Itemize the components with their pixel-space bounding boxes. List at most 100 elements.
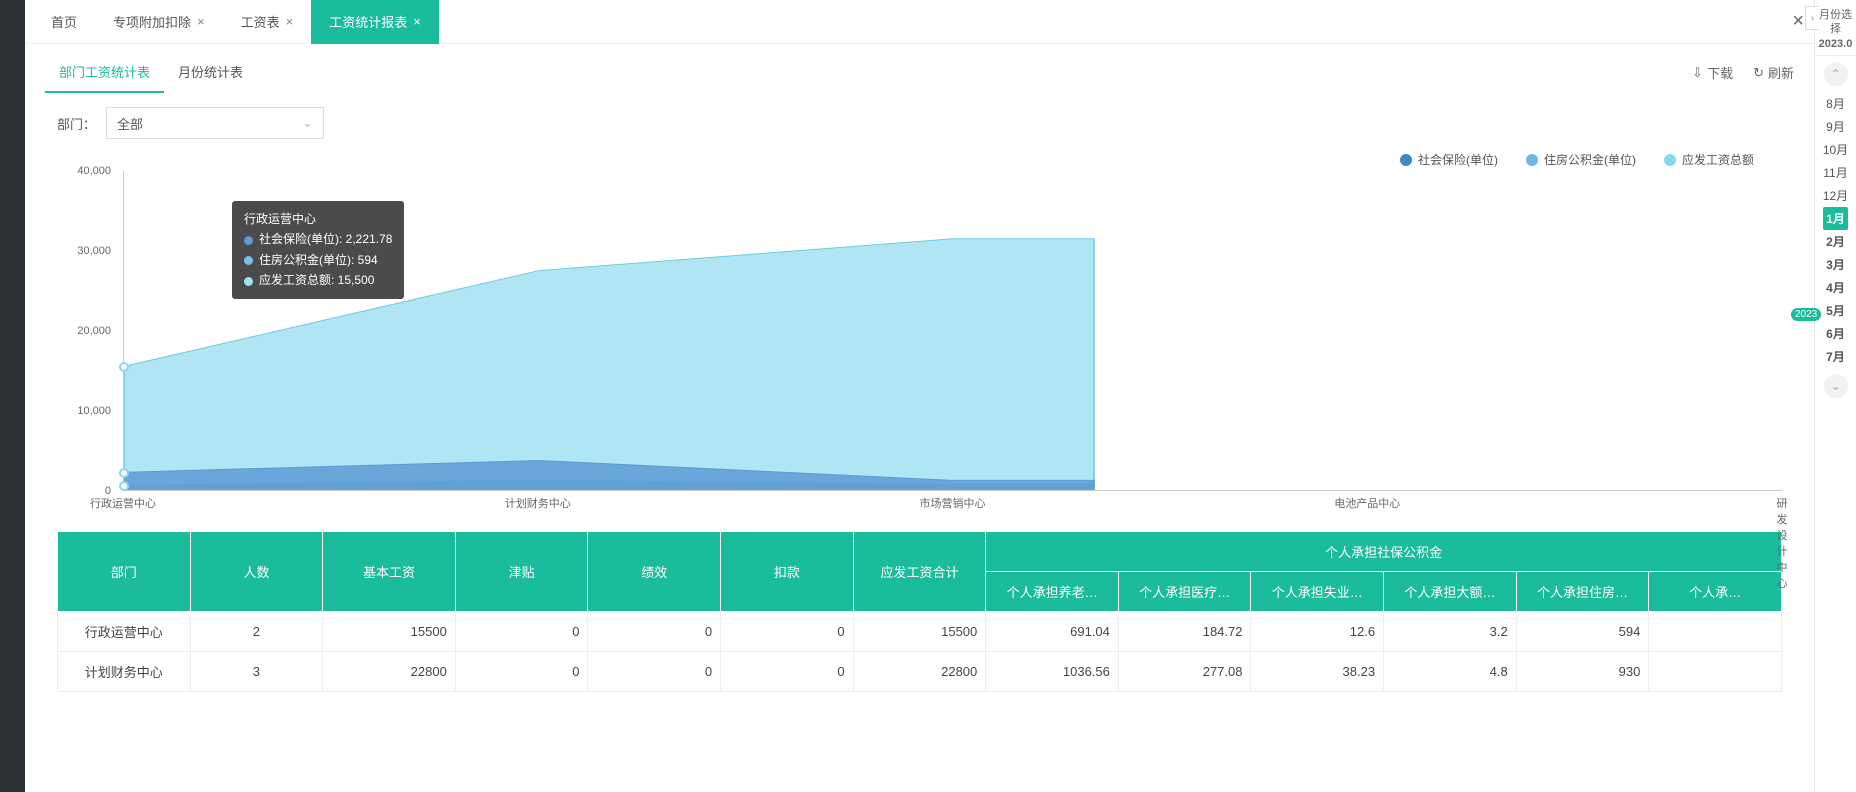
month-picker-title: 月份选择 bbox=[1817, 8, 1854, 37]
table-cell: 0 bbox=[588, 652, 721, 692]
panel-collapse-icon[interactable]: › bbox=[1805, 6, 1819, 30]
month-option[interactable]: 3月 bbox=[1823, 253, 1848, 276]
table-header: 津贴 bbox=[455, 532, 588, 612]
legend-item[interactable]: 应发工资总额 bbox=[1664, 151, 1754, 168]
table-header: 个人承担失业… bbox=[1251, 572, 1384, 612]
dept-select-value: 全部 bbox=[117, 114, 143, 133]
close-all-icon[interactable]: × bbox=[1792, 10, 1804, 33]
table-cell: 0 bbox=[455, 612, 588, 652]
x-axis-label: 计划财务中心 bbox=[505, 495, 571, 511]
tooltip-row: 应发工资总额: 15,500 bbox=[244, 270, 392, 290]
table-cell: 15500 bbox=[323, 612, 456, 652]
table-header: 应发工资合计 bbox=[853, 532, 986, 612]
table-header: 基本工资 bbox=[323, 532, 456, 612]
table-header: 绩效 bbox=[588, 532, 721, 612]
tooltip-row: 社会保险(单位): 2,221.78 bbox=[244, 229, 392, 249]
month-option[interactable]: 8月 bbox=[1823, 92, 1848, 115]
top-tab[interactable]: 工资表 bbox=[223, 0, 312, 44]
table-group-header: 个人承担社保公积金 bbox=[986, 532, 1782, 572]
dept-select[interactable]: 全部 ⌄ bbox=[106, 107, 324, 139]
table-cell: 38.23 bbox=[1251, 652, 1384, 692]
table-cell: 1036.56 bbox=[986, 652, 1119, 692]
y-axis-label: 30,000 bbox=[77, 245, 111, 257]
month-option[interactable]: 1月 bbox=[1823, 207, 1848, 230]
table-cell: 930 bbox=[1516, 652, 1649, 692]
chart-legend: 社会保险(单位) 住房公积金(单位) 应发工资总额 bbox=[1400, 151, 1754, 168]
table-cell: 3 bbox=[190, 652, 323, 692]
x-axis-label: 研发设计中心 bbox=[1777, 495, 1788, 591]
table-header: 个人承担住房… bbox=[1516, 572, 1649, 612]
tooltip-row: 住房公积金(单位): 594 bbox=[244, 250, 392, 270]
table-cell: 691.04 bbox=[986, 612, 1119, 652]
month-option[interactable]: 12月 bbox=[1823, 184, 1848, 207]
table-cell: 15500 bbox=[853, 612, 986, 652]
x-axis-label: 行政运营中心 bbox=[90, 495, 156, 511]
table-cell: 2 bbox=[190, 612, 323, 652]
month-scroll-up-icon[interactable]: ⌃ bbox=[1824, 62, 1848, 86]
chart-point-marker bbox=[119, 468, 129, 478]
month-option[interactable]: 4月 bbox=[1823, 276, 1848, 299]
table-header: 人数 bbox=[190, 532, 323, 612]
table-header: 个人承… bbox=[1649, 572, 1782, 612]
chevron-down-icon: ⌄ bbox=[302, 115, 313, 131]
table-header: 个人承担大额… bbox=[1384, 572, 1517, 612]
table-header: 扣款 bbox=[721, 532, 854, 612]
top-tab[interactable]: 专项附加扣除 bbox=[95, 0, 223, 44]
legend-label: 应发工资总额 bbox=[1682, 151, 1754, 168]
top-tab[interactable]: 首页 bbox=[33, 0, 95, 44]
x-axis-label: 市场营销中心 bbox=[920, 495, 986, 511]
table-row[interactable]: 行政运营中心21550000015500691.04184.7212.63.25… bbox=[58, 612, 1782, 652]
table-cell: 0 bbox=[721, 612, 854, 652]
y-axis-label: 10,000 bbox=[77, 405, 111, 417]
table-cell: 行政运营中心 bbox=[58, 612, 191, 652]
legend-item[interactable]: 住房公积金(单位) bbox=[1526, 151, 1636, 168]
month-picker-panel: › 月份选择 2023.0 ⌃ 8月9月10月11月12月1月2月3月4月5月6… bbox=[1814, 0, 1856, 792]
legend-item[interactable]: 社会保险(单位) bbox=[1400, 151, 1498, 168]
download-icon: ⇩ bbox=[1692, 65, 1703, 81]
subtab-bar: 部门工资统计表月份统计表 bbox=[45, 52, 257, 93]
top-tabbar: 首页专项附加扣除工资表工资统计报表 × bbox=[25, 0, 1814, 44]
month-option[interactable]: 6月 bbox=[1823, 322, 1848, 345]
left-nav-collapsed bbox=[0, 0, 25, 792]
table-header: 个人承担医疗… bbox=[1118, 572, 1251, 612]
download-label: 下载 bbox=[1707, 63, 1733, 82]
table-cell bbox=[1649, 612, 1782, 652]
month-option[interactable]: 5月 bbox=[1823, 299, 1848, 322]
tooltip-title: 行政运营中心 bbox=[244, 209, 392, 229]
salary-table: 部门人数基本工资津贴绩效扣款应发工资合计个人承担社保公积金个人承担养老…个人承担… bbox=[25, 531, 1814, 692]
table-row[interactable]: 计划财务中心322800000228001036.56277.0838.234.… bbox=[58, 652, 1782, 692]
table-cell: 计划财务中心 bbox=[58, 652, 191, 692]
dept-filter-label: 部门： bbox=[57, 114, 96, 133]
month-option[interactable]: 7月 bbox=[1823, 345, 1848, 368]
chart-tooltip: 行政运营中心社会保险(单位): 2,221.78住房公积金(单位): 594应发… bbox=[232, 201, 404, 299]
month-option[interactable]: 2月 bbox=[1823, 230, 1848, 253]
legend-dot-icon bbox=[1400, 154, 1412, 166]
month-option[interactable]: 9月 bbox=[1823, 115, 1848, 138]
x-axis-label: 电池产品中心 bbox=[1334, 495, 1400, 511]
year-badge: 2023 bbox=[1791, 308, 1821, 321]
month-scroll-down-icon[interactable]: ⌄ bbox=[1824, 374, 1848, 398]
table-cell: 4.8 bbox=[1384, 652, 1517, 692]
legend-dot-icon bbox=[1526, 154, 1538, 166]
legend-dot-icon bbox=[1664, 154, 1676, 166]
y-axis-label: 40,000 bbox=[77, 165, 111, 177]
salary-area-chart[interactable]: 010,00020,00030,00040,000 行政运营中心社会保险(单位)… bbox=[57, 171, 1782, 511]
chart-point-marker bbox=[119, 362, 129, 372]
download-button[interactable]: ⇩ 下载 bbox=[1692, 63, 1733, 82]
table-cell: 22800 bbox=[323, 652, 456, 692]
refresh-button[interactable]: ↻ 刷新 bbox=[1753, 63, 1794, 82]
table-cell: 0 bbox=[588, 612, 721, 652]
table-cell: 184.72 bbox=[1118, 612, 1251, 652]
subtab[interactable]: 月份统计表 bbox=[164, 52, 257, 93]
legend-label: 社会保险(单位) bbox=[1418, 151, 1498, 168]
refresh-label: 刷新 bbox=[1768, 63, 1794, 82]
legend-label: 住房公积金(单位) bbox=[1544, 151, 1636, 168]
month-option[interactable]: 10月 bbox=[1823, 138, 1848, 161]
table-cell: 3.2 bbox=[1384, 612, 1517, 652]
table-header: 个人承担养老… bbox=[986, 572, 1119, 612]
top-tab[interactable]: 工资统计报表 bbox=[311, 0, 439, 44]
table-cell: 277.08 bbox=[1118, 652, 1251, 692]
subtab[interactable]: 部门工资统计表 bbox=[45, 52, 164, 93]
month-option[interactable]: 11月 bbox=[1823, 161, 1848, 184]
refresh-icon: ↻ bbox=[1753, 65, 1764, 81]
